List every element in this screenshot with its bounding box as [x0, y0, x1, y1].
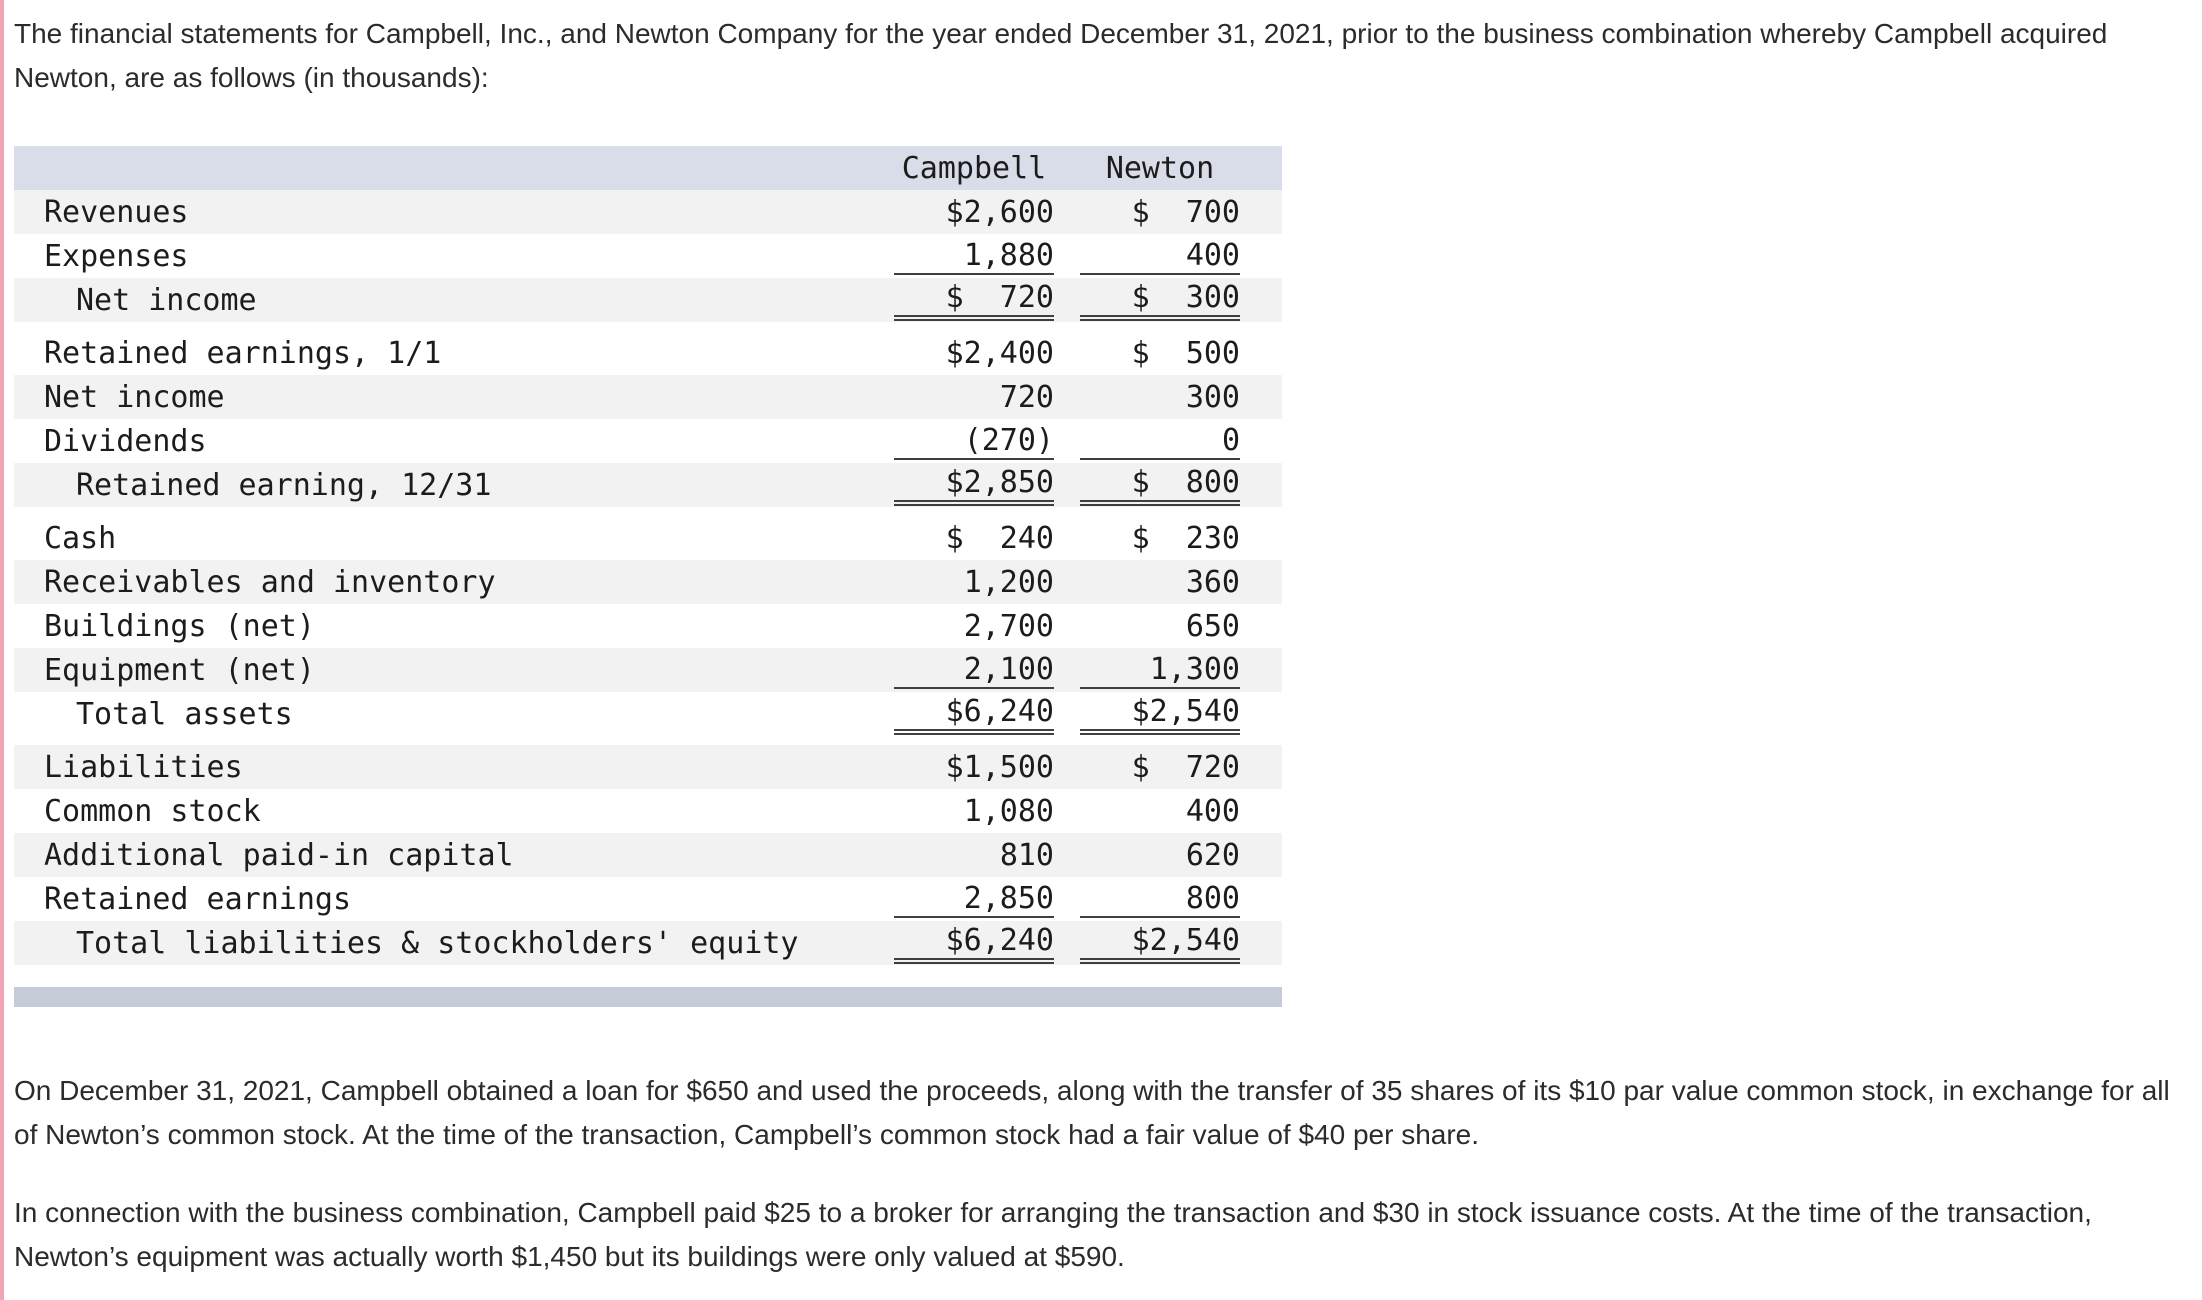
- campbell-value: 2,100: [894, 652, 1054, 689]
- row-label: Cash: [44, 520, 117, 556]
- campbell-value: 720: [999, 379, 1054, 415]
- campbell-value: $ 720: [894, 280, 1054, 321]
- newton-value: $2,540: [1080, 694, 1240, 735]
- row-label: Common stock: [44, 793, 261, 829]
- table-row-net-income-subtotal: Net income $ 720 $ 300: [14, 278, 1282, 322]
- row-label: Dividends: [44, 423, 207, 459]
- newton-value: 1,300: [1080, 652, 1240, 689]
- row-label: Expenses: [44, 238, 189, 274]
- loan-paragraph: On December 31, 2021, Campbell obtained …: [14, 1075, 2170, 1150]
- row-label: Total assets: [76, 696, 293, 732]
- table-footer-bar: [14, 987, 1282, 1007]
- newton-value: $ 700: [1131, 194, 1240, 230]
- campbell-value: $6,240: [894, 694, 1054, 735]
- newton-value: 360: [1185, 564, 1240, 600]
- newton-value: 300: [1185, 379, 1240, 415]
- campbell-value: $2,600: [945, 194, 1054, 230]
- newton-value: 0: [1080, 423, 1240, 460]
- table-row-retained-earnings-1-1: Retained earnings, 1/1 $2,400 $ 500: [14, 331, 1282, 375]
- table-row-retained-earnings: Retained earnings 2,850 800: [14, 877, 1282, 921]
- row-label: Retained earnings, 1/1: [44, 335, 442, 371]
- column-header-newton: Newton: [1105, 150, 1215, 186]
- table-row-additional-paid-in-capital: Additional paid-in capital 810 620: [14, 833, 1282, 877]
- financial-statements-table: Campbell Newton Revenues $2,600 $ 700 Ex…: [14, 146, 1282, 1007]
- campbell-value: (270): [894, 423, 1054, 460]
- newton-value: 400: [1080, 238, 1240, 275]
- table-row-net-income: Net income 720 300: [14, 375, 1282, 419]
- costs-paragraph: In connection with the business combinat…: [14, 1197, 2092, 1272]
- table-row-total-assets: Total assets $6,240 $2,540: [14, 692, 1282, 736]
- table-row-revenues: Revenues $2,600 $ 700: [14, 190, 1282, 234]
- campbell-value: $1,500: [945, 749, 1054, 785]
- table-row-buildings: Buildings (net) 2,700 650: [14, 604, 1282, 648]
- newton-value: $ 300: [1080, 280, 1240, 321]
- campbell-value: $6,240: [894, 923, 1054, 964]
- newton-value: $ 800: [1080, 465, 1240, 506]
- newton-value: $ 500: [1131, 335, 1240, 371]
- table-row-liabilities: Liabilities $1,500 $ 720: [14, 745, 1282, 789]
- newton-value: $2,540: [1080, 923, 1240, 964]
- table-header-row: Campbell Newton: [14, 146, 1282, 190]
- table-row-common-stock: Common stock 1,080 400: [14, 789, 1282, 833]
- column-header-campbell: Campbell: [901, 150, 1047, 186]
- newton-value: 800: [1080, 881, 1240, 918]
- campbell-value: 2,850: [894, 881, 1054, 918]
- table-row-retained-earning-12-31: Retained earning, 12/31 $2,850 $ 800: [14, 463, 1282, 507]
- campbell-value: 1,200: [963, 564, 1054, 600]
- row-label: Buildings (net): [44, 608, 315, 644]
- row-label: Equipment (net): [44, 652, 315, 688]
- table-row-receivables-inventory: Receivables and inventory 1,200 360: [14, 560, 1282, 604]
- newton-value: $ 720: [1131, 749, 1240, 785]
- row-label: Retained earnings: [44, 881, 352, 917]
- campbell-value: 810: [999, 837, 1054, 873]
- row-label: Retained earning, 12/31: [76, 467, 492, 503]
- campbell-value: $ 240: [945, 520, 1054, 556]
- table-row-total-liabilities-equity: Total liabilities & stockholders' equity…: [14, 921, 1282, 965]
- campbell-value: $2,850: [894, 465, 1054, 506]
- campbell-value: 1,080: [963, 793, 1054, 829]
- table-row-expenses: Expenses 1,880 400: [14, 234, 1282, 278]
- row-label: Revenues: [44, 194, 189, 230]
- newton-value: 620: [1185, 837, 1240, 873]
- table-row-equipment: Equipment (net) 2,100 1,300: [14, 648, 1282, 692]
- campbell-value: 2,700: [963, 608, 1054, 644]
- row-label: Net income: [76, 282, 257, 318]
- intro-paragraph: The financial statements for Campbell, I…: [14, 18, 2108, 93]
- row-label: Total liabilities & stockholders' equity: [76, 925, 799, 961]
- campbell-value: $2,400: [945, 335, 1054, 371]
- row-label: Receivables and inventory: [44, 564, 496, 600]
- newton-value: 650: [1185, 608, 1240, 644]
- row-label: Additional paid-in capital: [44, 837, 514, 873]
- newton-value: 400: [1185, 793, 1240, 829]
- campbell-value: 1,880: [894, 238, 1054, 275]
- table-row-dividends: Dividends (270) 0: [14, 419, 1282, 463]
- table-row-cash: Cash $ 240 $ 230: [14, 516, 1282, 560]
- newton-value: $ 230: [1131, 520, 1240, 556]
- row-label: Liabilities: [44, 749, 243, 785]
- row-label: Net income: [44, 379, 225, 415]
